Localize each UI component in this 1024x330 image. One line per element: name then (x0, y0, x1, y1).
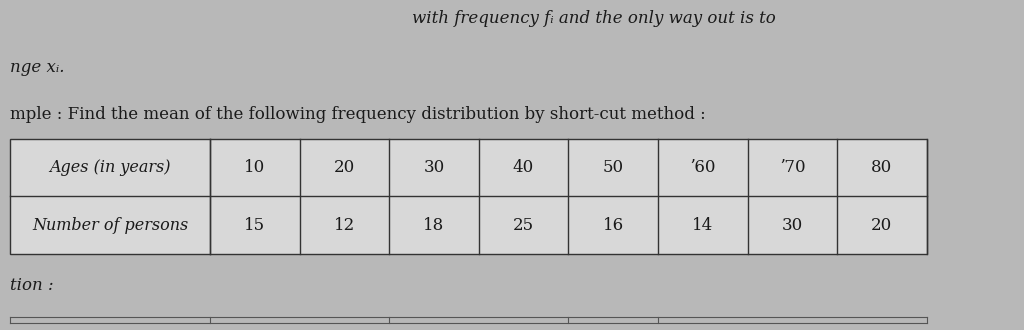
Text: 12: 12 (334, 217, 355, 234)
Text: 18: 18 (423, 217, 444, 234)
Text: 50: 50 (602, 159, 624, 176)
Text: 25: 25 (513, 217, 535, 234)
Text: Number of persons: Number of persons (32, 217, 188, 234)
Text: 16: 16 (602, 217, 624, 234)
Text: 30: 30 (423, 159, 444, 176)
Text: 40: 40 (513, 159, 535, 176)
Text: tion :: tion : (10, 277, 54, 294)
Text: 10: 10 (244, 159, 265, 176)
Text: 30: 30 (781, 217, 803, 234)
Text: ʼ70: ʼ70 (779, 159, 806, 176)
Text: 20: 20 (334, 159, 355, 176)
Text: ʼ60: ʼ60 (689, 159, 716, 176)
Text: Ages (in years): Ages (in years) (49, 159, 171, 176)
FancyBboxPatch shape (10, 139, 927, 254)
Text: 15: 15 (244, 217, 265, 234)
Text: 14: 14 (692, 217, 714, 234)
Text: 20: 20 (871, 217, 893, 234)
Text: mple : Find the mean of the following frequency distribution by short-cut method: mple : Find the mean of the following fr… (10, 106, 706, 123)
Text: nge xᵢ.: nge xᵢ. (10, 59, 65, 77)
Text: 80: 80 (871, 159, 893, 176)
Text: with frequency fᵢ and the only way out is to: with frequency fᵢ and the only way out i… (412, 10, 776, 27)
